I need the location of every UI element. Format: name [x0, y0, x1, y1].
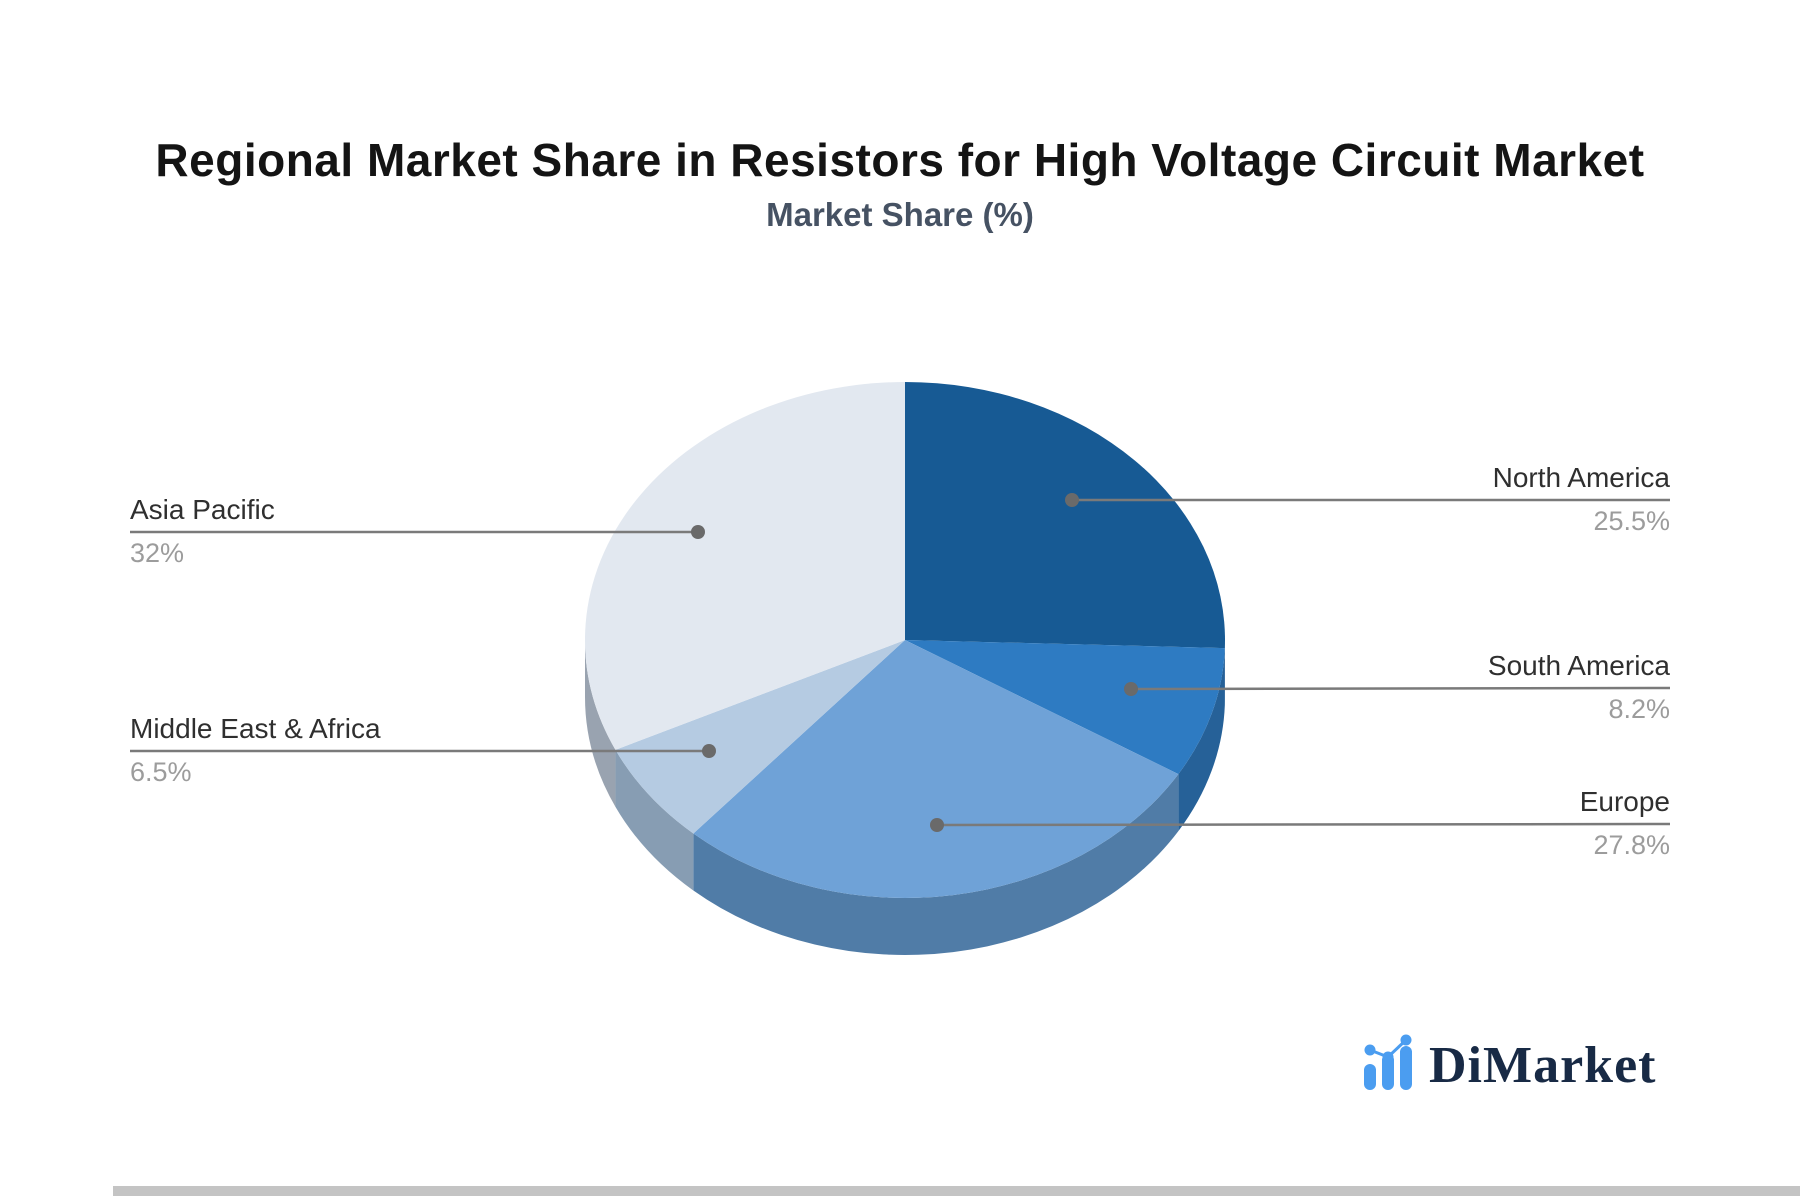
slice-value-north-america: 25.5% [1593, 506, 1670, 536]
pie-slice-side-south-america [1178, 648, 1225, 832]
leader-line-south-america [1130, 686, 1671, 691]
slice-value-south-america: 8.2% [1608, 694, 1670, 724]
slice-label-europe: Europe [1580, 786, 1670, 817]
pie-slices [585, 382, 1225, 899]
pie-slice-middle-east-africa[interactable] [615, 640, 905, 834]
logo-bar-2 [1382, 1054, 1394, 1090]
dimarket-logo: DiMarket [1362, 1028, 1657, 1095]
slice-value-europe: 27.8% [1593, 830, 1670, 860]
logo-dot-1 [1364, 1044, 1376, 1056]
slice-label-north-america: North America [1493, 462, 1671, 493]
dimarket-logo-text: DiMarket [1429, 1037, 1657, 1095]
logo-bar-1 [1364, 1064, 1376, 1090]
slice-label-middle-east-africa: Middle East & Africa [130, 713, 381, 744]
logo-dot-3 [1400, 1034, 1412, 1046]
pie-slice-side-europe [693, 774, 1179, 956]
leader-dot-europe [930, 818, 944, 832]
slice-value-asia-pacific: 32% [130, 538, 184, 568]
leader-dot-north-america [1065, 493, 1079, 507]
horizontal-scrollbar[interactable] [113, 1186, 1800, 1196]
logo-bar-3 [1400, 1046, 1412, 1090]
chart-subtitle: Market Share (%) [766, 196, 1034, 233]
leader-dot-south-america [1124, 682, 1138, 696]
pie-slice-north-america[interactable] [905, 382, 1225, 649]
pie-slice-side-asia-pacific [585, 640, 616, 807]
logo-dot-2 [1382, 1051, 1394, 1063]
slice-value-middle-east-africa: 6.5% [130, 757, 192, 787]
pie-slice-europe[interactable] [693, 640, 1179, 899]
bar-chart-logo-icon [1364, 1034, 1412, 1090]
leader-line-europe [936, 822, 1671, 827]
leader-dot-asia-pacific [691, 525, 705, 539]
slice-label-south-america: South America [1488, 650, 1671, 681]
chart-title: Regional Market Share in Resistors for H… [155, 134, 1645, 186]
pie-slice-south-america[interactable] [905, 640, 1225, 775]
slice-label-asia-pacific: Asia Pacific [130, 494, 275, 525]
pie-3d-sides [585, 640, 1225, 956]
pie-slice-asia-pacific[interactable] [585, 382, 905, 750]
leader-dot-middle-east-africa [702, 744, 716, 758]
pie-labels: North America 25.5% South America 8.2% Europ… [130, 462, 1670, 860]
pie-slice-side-middle-east-africa [615, 749, 694, 891]
